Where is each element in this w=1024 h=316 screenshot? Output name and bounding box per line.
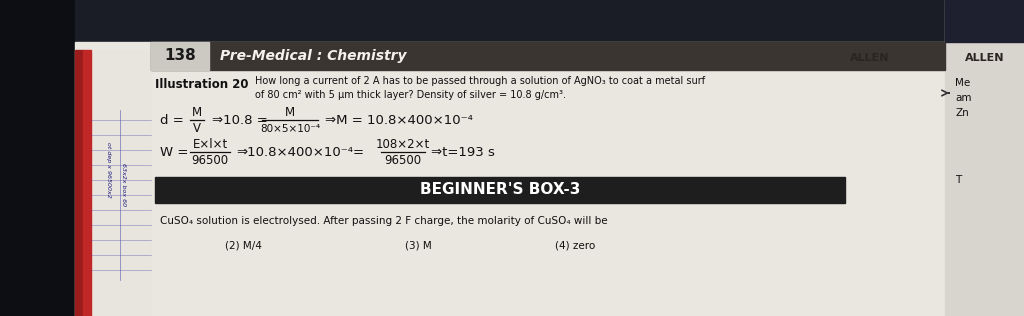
Text: ALLEN: ALLEN — [966, 53, 1005, 63]
Text: ⇒10.8 =: ⇒10.8 = — [212, 113, 267, 126]
Bar — [945, 0, 1024, 316]
Bar — [75, 50, 83, 316]
Text: 138: 138 — [164, 48, 196, 64]
Text: ⇒t=193 s: ⇒t=193 s — [431, 145, 495, 159]
Text: E×l×t: E×l×t — [193, 137, 227, 150]
Bar — [151, 42, 209, 70]
Text: W =: W = — [160, 145, 188, 159]
Text: Illustration 20: Illustration 20 — [155, 78, 249, 91]
Text: M: M — [285, 106, 295, 118]
Text: BEGINNER'S BOX-3: BEGINNER'S BOX-3 — [420, 183, 581, 198]
Text: Pre-Medical : Chemistry: Pre-Medical : Chemistry — [220, 49, 407, 63]
Bar — [945, 0, 1024, 42]
Text: ot dep x 96500x2: ot dep x 96500x2 — [105, 142, 111, 198]
Text: (3) M: (3) M — [406, 240, 432, 250]
Text: T: T — [955, 175, 962, 185]
Bar — [75, 0, 945, 42]
Text: Zn: Zn — [955, 108, 969, 118]
Bar — [91, 50, 151, 316]
Text: 96500: 96500 — [191, 154, 228, 167]
Text: CuSO₄ solution is electrolysed. After passing 2 F charge, the molarity of CuSO₄ : CuSO₄ solution is electrolysed. After pa… — [160, 216, 607, 226]
Bar — [151, 42, 945, 70]
Text: am: am — [955, 93, 972, 103]
Text: Me: Me — [955, 78, 971, 88]
Text: of 80 cm² with 5 μm thick layer? Density of silver = 10.8 g/cm³.: of 80 cm² with 5 μm thick layer? Density… — [255, 90, 566, 100]
Text: 63x2x box 60: 63x2x box 60 — [121, 163, 126, 207]
Text: ⇒10.8×400×10⁻⁴=: ⇒10.8×400×10⁻⁴= — [236, 145, 364, 159]
Bar — [75, 42, 945, 316]
Text: M: M — [191, 106, 202, 118]
Text: (4) zero: (4) zero — [555, 240, 595, 250]
Text: d =: d = — [160, 113, 183, 126]
Text: ⇒M = 10.8×400×10⁻⁴: ⇒M = 10.8×400×10⁻⁴ — [325, 113, 473, 126]
Text: 80×5×10⁻⁴: 80×5×10⁻⁴ — [260, 124, 321, 134]
Bar — [0, 0, 75, 316]
Text: ALLEN: ALLEN — [850, 53, 890, 63]
Text: 96500: 96500 — [384, 154, 422, 167]
Text: 108×2×t: 108×2×t — [376, 137, 430, 150]
Bar — [155, 177, 845, 203]
Text: (2) M/4: (2) M/4 — [225, 240, 262, 250]
Text: How long a current of 2 A has to be passed through a solution of AgNO₃ to coat a: How long a current of 2 A has to be pass… — [255, 76, 706, 86]
Bar — [83, 50, 91, 316]
Text: V: V — [193, 121, 201, 135]
